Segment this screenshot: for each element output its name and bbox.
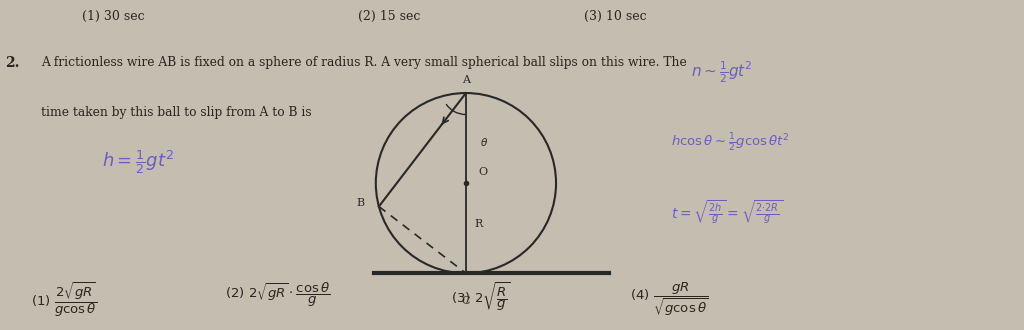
Text: B: B <box>356 198 365 208</box>
Text: $h{=}\frac{1}{2}gt^2$: $h{=}\frac{1}{2}gt^2$ <box>102 148 175 176</box>
Text: (1) 30 sec: (1) 30 sec <box>82 10 144 23</box>
Text: $(4)\ \dfrac{gR}{\sqrt{g\cos\theta}}$: $(4)\ \dfrac{gR}{\sqrt{g\cos\theta}}$ <box>630 280 709 318</box>
Text: (2) 15 sec: (2) 15 sec <box>358 10 421 23</box>
Text: (3) 10 sec: (3) 10 sec <box>584 10 646 23</box>
Text: $t{=}\sqrt{\frac{2h}{g}}{=}\sqrt{\frac{2{\cdot}2R}{g}}$: $t{=}\sqrt{\frac{2h}{g}}{=}\sqrt{\frac{2… <box>671 198 783 226</box>
Text: O: O <box>478 167 487 177</box>
Text: time taken by this ball to slip from A to B is: time taken by this ball to slip from A t… <box>41 106 311 118</box>
Text: $n{\sim}\frac{1}{2}gt^2$: $n{\sim}\frac{1}{2}gt^2$ <box>691 59 753 85</box>
Text: A frictionless wire AB is fixed on a sphere of radius R. A very small spherical : A frictionless wire AB is fixed on a sph… <box>41 56 687 69</box>
Text: 2.: 2. <box>5 56 19 70</box>
Text: $(1)\ \dfrac{2\sqrt{gR}}{g\cos\theta}$: $(1)\ \dfrac{2\sqrt{gR}}{g\cos\theta}$ <box>31 280 96 319</box>
Text: A: A <box>462 75 470 85</box>
Text: $h\cos\theta{\sim}\frac{1}{2}g\cos\theta t^2$: $h\cos\theta{\sim}\frac{1}{2}g\cos\theta… <box>671 132 790 154</box>
Text: $\theta$: $\theta$ <box>480 136 488 148</box>
Text: $(3)\ 2\sqrt{\dfrac{R}{g}}$: $(3)\ 2\sqrt{\dfrac{R}{g}}$ <box>451 280 510 314</box>
Text: C: C <box>462 296 470 306</box>
Text: R: R <box>474 219 482 229</box>
Text: $(2)\ 2\sqrt{gR}\cdot\dfrac{\cos\theta}{g}$: $(2)\ 2\sqrt{gR}\cdot\dfrac{\cos\theta}{… <box>225 280 331 309</box>
